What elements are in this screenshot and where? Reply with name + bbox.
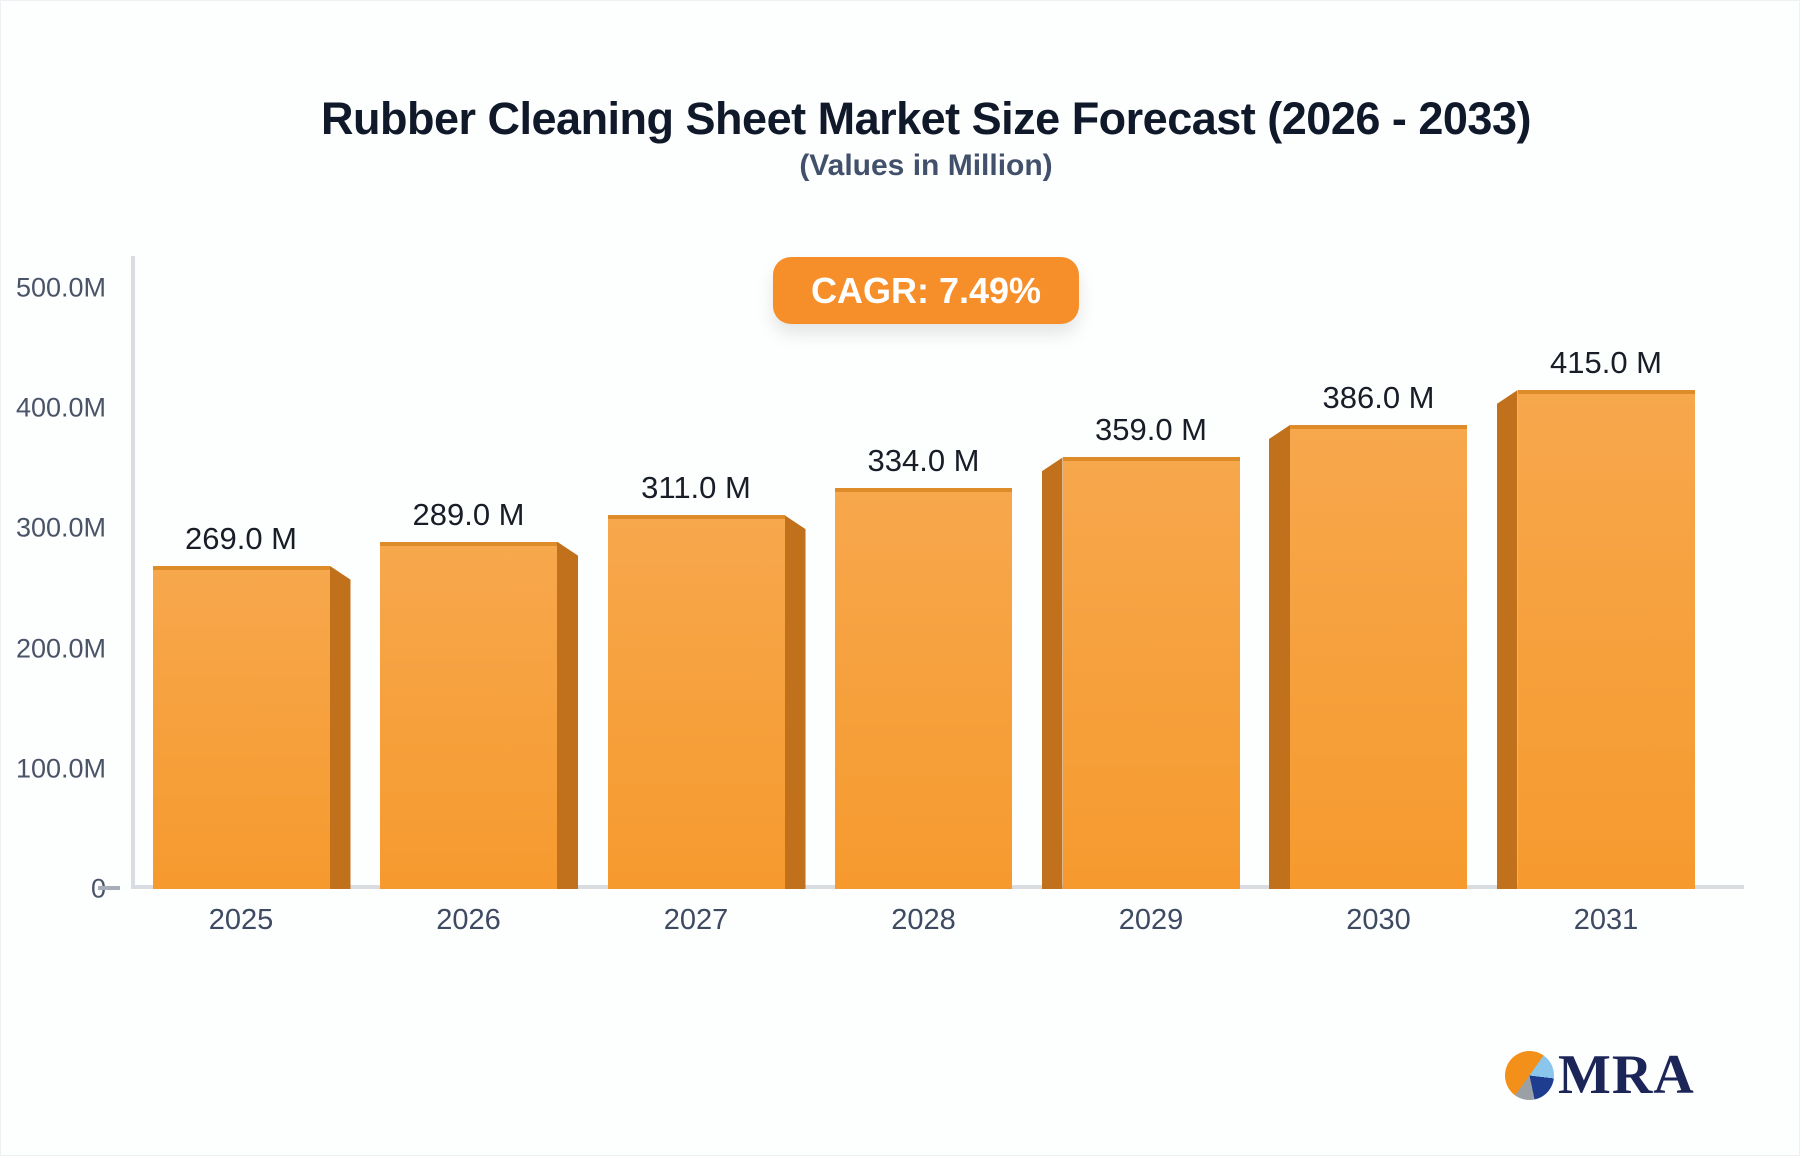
zero-tick-mark — [98, 886, 120, 890]
y-tick-200.0M: 200.0M — [15, 633, 106, 664]
y-axis-line — [131, 256, 135, 889]
x-tick-2031: 2031 — [1573, 904, 1639, 936]
y-tick-100.0M: 100.0M — [15, 753, 106, 784]
x-tick-2028: 2028 — [891, 904, 956, 936]
x-tick-2030: 2030 — [1346, 904, 1411, 936]
bar-2031 — [1517, 390, 1695, 889]
x-tick-2027: 2027 — [663, 904, 729, 936]
bar-value-label-2027: 311.0 M — [641, 470, 751, 506]
bar-value-label-2030: 386.0 M — [1322, 380, 1435, 416]
bar-2028 — [835, 487, 1012, 889]
pie-chart-icon — [1505, 1050, 1554, 1100]
x-tick-2029: 2029 — [1118, 904, 1184, 936]
y-tick-300.0M: 300.0M — [15, 512, 106, 543]
brand-logo: MRA — [1505, 1043, 1695, 1107]
bar-value-label-2026: 289.0 M — [412, 496, 525, 532]
x-tick-2026: 2026 — [436, 904, 501, 936]
bar-2026 — [380, 541, 557, 889]
bar-side-2026 — [557, 541, 578, 889]
bar-side-2029 — [1041, 457, 1063, 889]
bar-2025 — [152, 565, 330, 889]
cagr-badge: CAGR: 7.49% — [772, 257, 1080, 324]
bar-value-label-2028: 334.0 M — [867, 442, 980, 478]
bar-side-2031 — [1496, 390, 1518, 889]
page-title: Rubber Cleaning Sheet Market Size Foreca… — [321, 93, 1531, 144]
y-tick-400.0M: 400.0M — [15, 392, 106, 423]
page-subtitle: (Values in Million) — [799, 149, 1053, 182]
bar-2030 — [1290, 425, 1467, 889]
bar-2027 — [607, 515, 785, 889]
x-tick-2025: 2025 — [208, 904, 274, 936]
bar-side-2027 — [784, 515, 806, 889]
bar-value-label-2031: 415.0 M — [1549, 345, 1662, 381]
y-tick-0: 0 — [1, 874, 106, 905]
bar-side-2025 — [329, 565, 351, 889]
bar-value-label-2029: 359.0 M — [1094, 412, 1207, 448]
bar-value-label-2025: 269.0 M — [184, 520, 297, 556]
bar-2029 — [1062, 457, 1240, 889]
bar-side-2030 — [1269, 425, 1290, 889]
y-tick-500.0M: 500.0M — [15, 272, 106, 303]
logo-text: MRA — [1558, 1044, 1695, 1106]
